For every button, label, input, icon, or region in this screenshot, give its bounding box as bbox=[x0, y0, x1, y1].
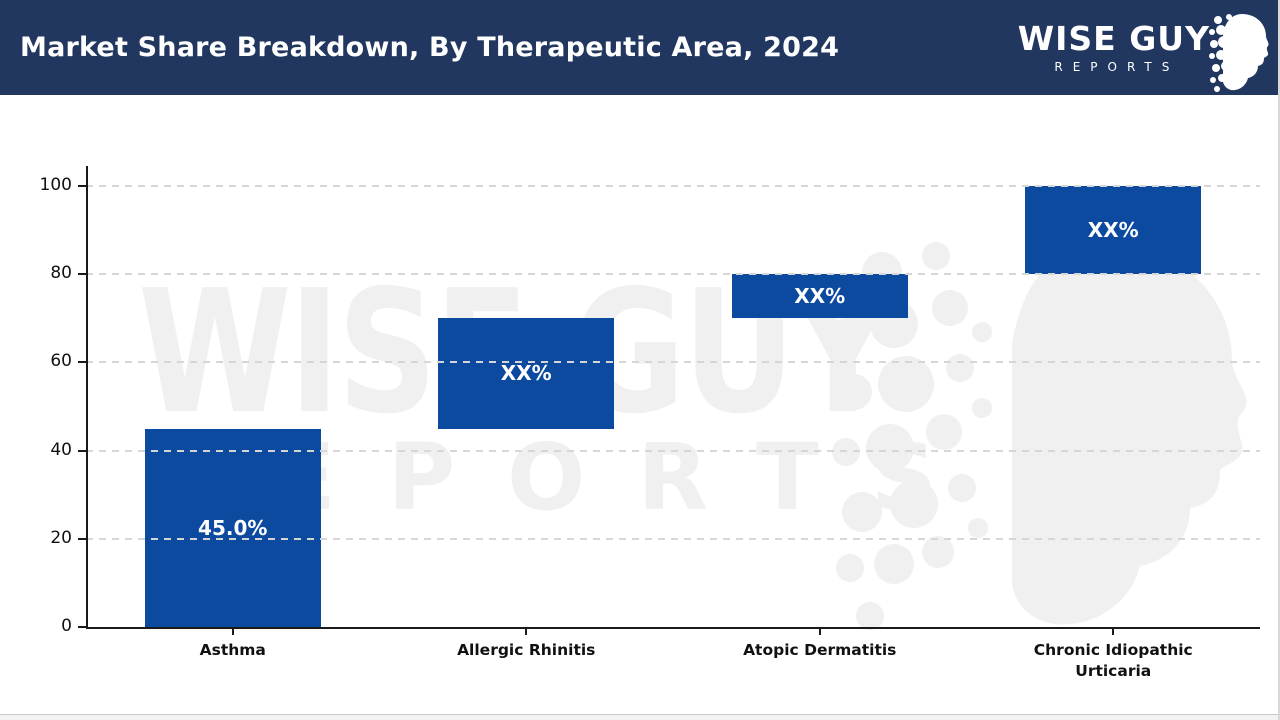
y-tick-label: 20 bbox=[50, 527, 72, 548]
bar-value-label: XX% bbox=[794, 284, 846, 309]
x-tick-label-asthma: Asthma bbox=[199, 641, 266, 659]
chart-title: Market Share Breakdown, By Therapeutic A… bbox=[20, 32, 840, 63]
x-tick-label-chronic-idiopathic-urticaria: Chronic Idiopathic Urticaria bbox=[1033, 641, 1193, 680]
y-tick-label: 100 bbox=[39, 175, 72, 195]
x-tick-label-allergic-rhinitis: Allergic Rhinitis bbox=[457, 641, 596, 659]
gridline-100 bbox=[86, 185, 1260, 187]
bar-allergic-rhinitis: XX% bbox=[438, 318, 615, 429]
logo-head-profile-icon bbox=[1209, 14, 1269, 92]
header-band: Market Share Breakdown, By Therapeutic A… bbox=[0, 0, 1278, 95]
gridline-80 bbox=[86, 273, 1260, 276]
y-tick-label: 80 bbox=[50, 263, 72, 284]
y-tick-label: 60 bbox=[50, 351, 72, 372]
bar-chronic-idiopathic-urticaria: XX% bbox=[1025, 186, 1202, 275]
bar-value-label: 45.0% bbox=[198, 515, 268, 540]
x-tick-mark bbox=[818, 627, 821, 635]
y-tick-mark bbox=[78, 361, 86, 364]
y-tick-mark bbox=[78, 273, 86, 276]
x-tick-label-atopic-dermatitis: Atopic Dermatitis bbox=[743, 641, 897, 659]
x-tick-mark bbox=[1112, 627, 1115, 635]
logo-text: WISE GUY REPORTS bbox=[1018, 22, 1210, 74]
x-tick-mark bbox=[231, 627, 234, 635]
y-tick-mark bbox=[78, 185, 86, 187]
gridline-40 bbox=[86, 449, 1260, 452]
watermark-head-profile bbox=[832, 242, 1247, 630]
bar-atopic-dermatitis: XX% bbox=[731, 274, 908, 319]
bottom-edge-line bbox=[0, 714, 1278, 720]
x-axis-line bbox=[86, 627, 1260, 629]
bar-value-label: XX% bbox=[1087, 218, 1139, 243]
bar-asthma: 45.0% bbox=[144, 428, 321, 627]
y-axis-line bbox=[86, 166, 88, 627]
logo-brand-name: WISE GUY bbox=[1017, 19, 1210, 58]
y-tick-mark bbox=[78, 537, 86, 540]
logo-brand-subtitle: REPORTS bbox=[1054, 60, 1180, 74]
bar-value-label: XX% bbox=[500, 361, 552, 386]
y-tick-label: 0 bbox=[61, 616, 72, 636]
gridline-20 bbox=[86, 537, 1260, 540]
y-tick-mark bbox=[78, 626, 86, 628]
gridline-60 bbox=[86, 361, 1260, 364]
y-tick-mark bbox=[78, 449, 86, 452]
x-tick-mark bbox=[525, 627, 528, 635]
y-tick-label: 40 bbox=[50, 439, 72, 460]
wise-guy-logo: WISE GUY REPORTS bbox=[1018, 6, 1272, 92]
